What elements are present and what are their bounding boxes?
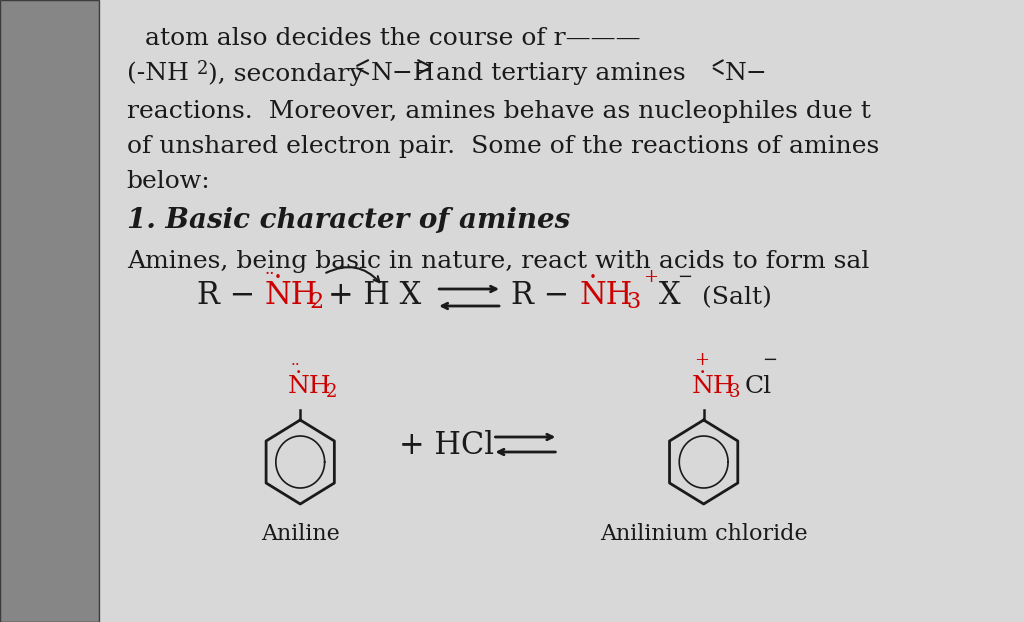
Text: (-NH: (-NH: [127, 62, 188, 85]
Text: Anilinium chloride: Anilinium chloride: [600, 523, 808, 545]
Text: R −: R −: [197, 280, 265, 311]
Text: N−: N−: [725, 62, 768, 85]
Text: X: X: [658, 280, 680, 311]
Text: −: −: [762, 351, 777, 369]
Text: 2: 2: [326, 383, 337, 401]
Text: Amines, being basic in nature, react with acids to form sal: Amines, being basic in nature, react wit…: [127, 250, 869, 273]
Text: ṄH: ṄH: [264, 280, 317, 311]
Text: and tertiary amines: and tertiary amines: [436, 62, 686, 85]
Text: 3: 3: [626, 291, 640, 313]
Text: 3: 3: [729, 383, 740, 401]
Text: R −: R −: [511, 280, 580, 311]
Text: + H X: + H X: [329, 280, 422, 311]
Text: Aniline: Aniline: [261, 523, 340, 545]
Text: −: −: [678, 268, 692, 286]
Text: ··: ··: [264, 266, 275, 283]
Text: + HCl: + HCl: [398, 430, 494, 461]
Text: +: +: [694, 351, 710, 369]
Text: 2: 2: [197, 60, 209, 78]
Text: ), secondary: ), secondary: [208, 62, 364, 86]
Text: ṄH: ṄH: [580, 280, 633, 311]
FancyBboxPatch shape: [0, 0, 98, 622]
Text: +: +: [643, 268, 657, 286]
Text: ṄH: ṄH: [691, 375, 735, 398]
Text: of unshared electron pair.  Some of the reactions of amines: of unshared electron pair. Some of the r…: [127, 135, 879, 158]
Text: ṄH: ṄH: [288, 375, 332, 398]
Text: 1. Basic character of amines: 1. Basic character of amines: [127, 207, 570, 234]
Text: Cl: Cl: [744, 375, 772, 398]
Text: N−H: N−H: [371, 62, 435, 85]
Text: reactions.  Moreover, amines behave as nucleophiles due t: reactions. Moreover, amines behave as nu…: [127, 100, 870, 123]
Text: ··: ··: [291, 358, 301, 372]
Text: below:: below:: [127, 170, 210, 193]
Text: atom also decides the course of r———: atom also decides the course of r———: [145, 27, 641, 50]
Text: (Salt): (Salt): [701, 286, 772, 309]
Text: 2: 2: [309, 291, 324, 313]
